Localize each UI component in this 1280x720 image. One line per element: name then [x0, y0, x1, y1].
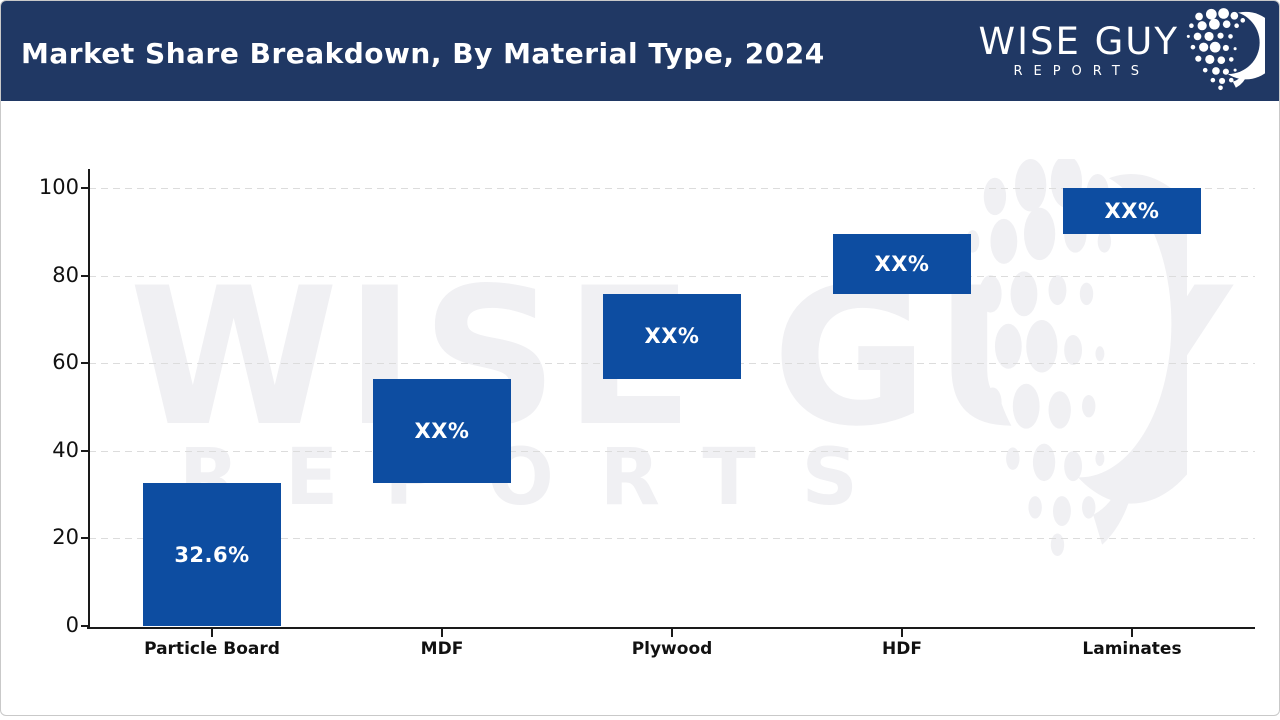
- y-tick-mark: [81, 187, 89, 189]
- gridline-40: [89, 450, 1255, 452]
- bar-value-label: 32.6%: [174, 542, 250, 567]
- bar-value-label: XX%: [644, 324, 700, 349]
- y-tick-label: 0: [65, 613, 79, 637]
- y-tick-mark: [81, 274, 89, 277]
- logo-text: WISE GUY REPORTS: [978, 20, 1179, 79]
- logo-wordmark: WISE GUY: [978, 20, 1179, 64]
- page-title: Market Share Breakdown, By Material Type…: [21, 37, 825, 70]
- gridline-80: [89, 275, 1255, 277]
- bar-value-label: XX%: [1104, 199, 1160, 224]
- watermark-text-line2: REPORTS: [179, 433, 904, 523]
- y-tick-mark: [81, 362, 89, 365]
- header: Market Share Breakdown, By Material Type…: [1, 1, 1279, 101]
- x-category-label: Plywood: [631, 639, 713, 659]
- watermark-head-icon: [959, 159, 1187, 557]
- wiseguy-head-icon: [1186, 8, 1265, 91]
- y-tick-label: 20: [52, 525, 79, 550]
- bar-laminates: XX%: [1063, 188, 1201, 235]
- gridline-20: [89, 538, 1255, 540]
- bar-hdf: XX%: [833, 234, 971, 294]
- x-category-label: HDF: [882, 639, 922, 659]
- bar-mdf: XX%: [373, 378, 511, 484]
- y-tick-mark: [81, 625, 89, 627]
- x-category-label: MDF: [420, 639, 464, 659]
- x-tick-mark: [901, 629, 903, 637]
- y-tick-label: 80: [52, 262, 79, 287]
- x-tick-mark: [211, 629, 213, 637]
- y-tick-mark: [81, 537, 89, 540]
- y-tick-label: 60: [52, 350, 79, 375]
- gridline-100: [89, 188, 1255, 189]
- x-category-label: Particle Board: [144, 639, 280, 659]
- x-axis-line: [87, 627, 1255, 629]
- x-tick-mark: [671, 629, 673, 637]
- bar-value-label: XX%: [874, 252, 930, 277]
- y-axis-line: [88, 169, 90, 628]
- bar-value-label: XX%: [414, 419, 470, 444]
- y-tick-label: 40: [52, 437, 79, 462]
- x-tick-mark: [1131, 629, 1133, 637]
- wiseguy-logo: WISE GUY REPORTS: [979, 7, 1265, 95]
- logo-subtitle: REPORTS: [1013, 63, 1151, 79]
- bar-particle-board: 32.6%: [143, 483, 281, 626]
- bar-plywood: XX%: [603, 293, 741, 379]
- y-tick-mark: [81, 449, 89, 452]
- x-category-label: Laminates: [1082, 639, 1182, 659]
- y-tick-label: 100: [38, 175, 79, 199]
- x-tick-mark: [441, 629, 443, 637]
